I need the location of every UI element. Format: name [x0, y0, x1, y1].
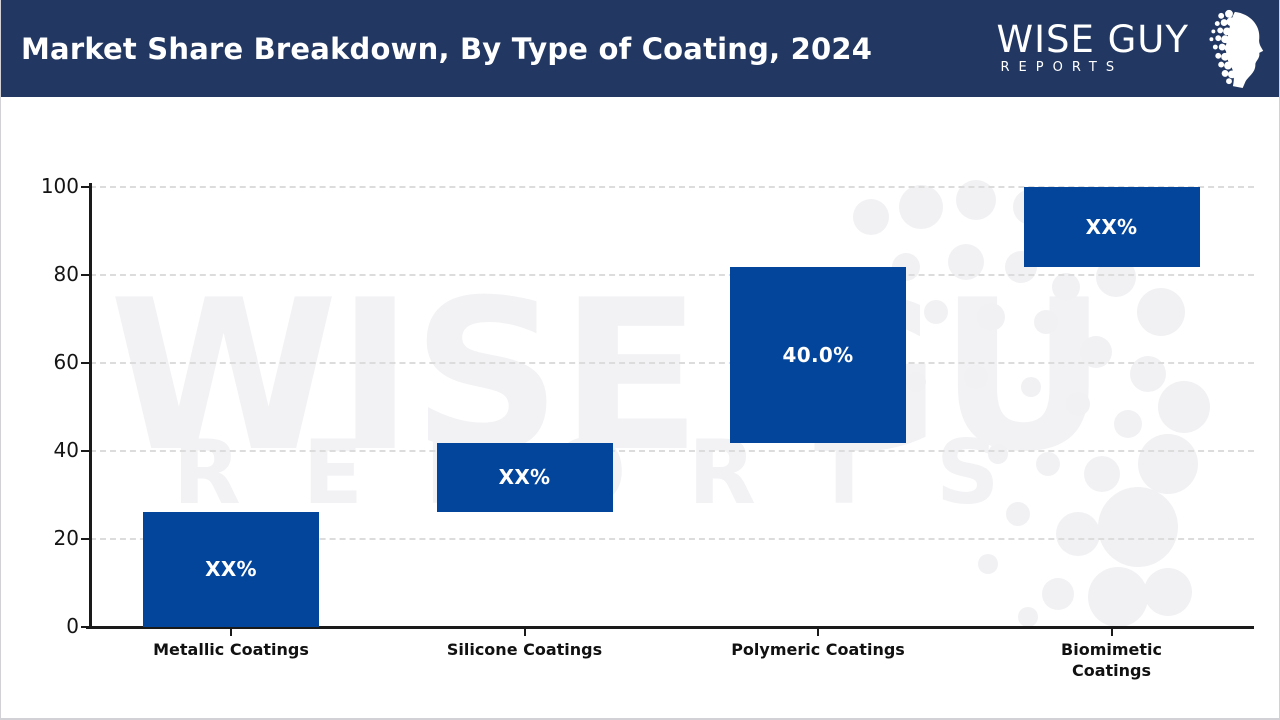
y-tick-label: 40: [53, 438, 79, 462]
bar: XX%: [1023, 187, 1200, 268]
header-bar: Market Share Breakdown, By Type of Coati…: [1, 0, 1279, 97]
y-tick-mark: [81, 450, 89, 452]
bar-value-label: 40.0%: [782, 343, 854, 368]
x-category-label: Polymeric Coatings: [731, 640, 905, 659]
logo-head-icon: [1209, 9, 1264, 89]
gridline: [90, 538, 1254, 540]
bar: XX%: [143, 511, 319, 627]
x-category-label: Silicone Coatings: [446, 640, 603, 659]
y-tick-mark: [81, 274, 89, 276]
y-tick-label: 100: [40, 174, 79, 198]
y-tick-mark: [81, 626, 89, 628]
x-category-label: Biomimetic Coatings: [1061, 640, 1162, 680]
y-tick-mark: [81, 538, 89, 540]
y-tick-label: 20: [53, 526, 79, 550]
y-tick-label: 60: [53, 350, 79, 374]
y-tick-label: 0: [66, 614, 79, 638]
bar-value-label: XX%: [1085, 215, 1138, 240]
y-tick-label: 80: [53, 262, 79, 286]
bar: XX%: [436, 443, 613, 512]
x-tick-mark: [523, 628, 526, 636]
x-tick-mark: [1110, 628, 1113, 636]
chart-title: Market Share Breakdown, By Type of Coati…: [21, 31, 873, 66]
logo-wordmark: WISE GUY: [996, 17, 1189, 61]
chart-area: WISE GU REPORTS 0 20 40 60 80 100 XX% XX% 40.0% X…: [1, 97, 1279, 718]
brand-logo-text: WISE GUY REPORTS: [996, 17, 1189, 76]
y-tick-mark: [81, 186, 89, 188]
gridline: [90, 274, 1254, 276]
bar: 40.0%: [730, 267, 906, 444]
x-tick-mark: [230, 628, 232, 636]
gridline: [90, 362, 1254, 364]
x-axis-line: [86, 626, 1254, 629]
logo-subtext: REPORTS: [1000, 60, 1124, 76]
gridline: [90, 450, 1254, 452]
bar-value-label: XX%: [498, 465, 551, 490]
bar-value-label: XX%: [205, 557, 257, 582]
brand-logo: WISE GUY REPORTS: [997, 6, 1267, 90]
x-tick-mark: [817, 628, 819, 636]
y-tick-mark: [81, 362, 89, 364]
y-axis-line: [89, 183, 92, 629]
x-category-label: Metallic Coatings: [153, 640, 309, 659]
gridline: [90, 186, 1254, 188]
